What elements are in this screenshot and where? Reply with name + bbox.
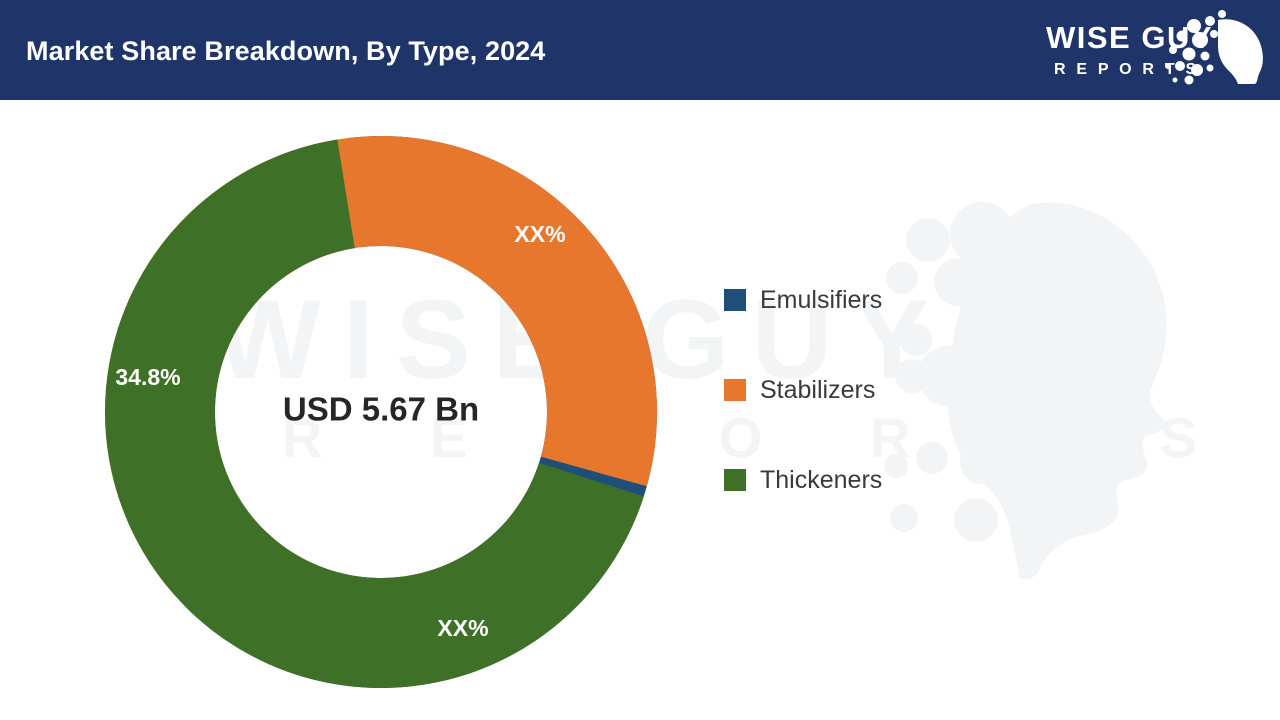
chart-body: WISE GUY R E P O R T S	[0, 100, 1280, 720]
donut-data-label-emulsifiers: 34.8%	[115, 364, 180, 390]
legend-swatch-icon	[724, 379, 746, 401]
wise-guy-reports-logo: WISE GUY R E P O R T S	[1042, 8, 1272, 90]
donut-label-group: 34.8% XX% XX%	[115, 221, 565, 641]
legend-item-emulsifiers[interactable]: Emulsifiers	[724, 255, 1024, 345]
svg-text:R E P O R T S: R E P O R T S	[1054, 61, 1199, 78]
logo-head-icon	[1165, 10, 1263, 85]
legend-label: Emulsifiers	[760, 285, 883, 314]
legend-item-stabilizers[interactable]: Stabilizers	[724, 345, 1024, 435]
donut-data-label-thickeners: XX%	[514, 221, 565, 247]
legend-swatch-icon	[724, 469, 746, 491]
legend-swatch-icon	[724, 289, 746, 311]
donut-slice-thickeners[interactable]	[105, 139, 644, 688]
page-title: Market Share Breakdown, By Type, 2024	[26, 36, 546, 66]
legend-item-thickeners[interactable]: Thickeners	[724, 435, 1024, 525]
logo-svg: WISE GUY R E P O R T S	[1046, 10, 1263, 85]
donut-data-label-stabilizers: XX%	[437, 615, 488, 641]
donut-center-label: USD 5.67 Bn	[283, 391, 479, 428]
legend-label: Stabilizers	[760, 375, 876, 404]
page-header: Market Share Breakdown, By Type, 2024 WI…	[0, 0, 1280, 100]
donut-chart: 34.8% XX% XX% USD 5.67 Bn	[104, 136, 657, 688]
chart-legend: Emulsifiers Stabilizers Thickeners	[724, 255, 1024, 525]
legend-label: Thickeners	[760, 465, 883, 494]
donut-slice-group[interactable]	[104, 136, 657, 688]
